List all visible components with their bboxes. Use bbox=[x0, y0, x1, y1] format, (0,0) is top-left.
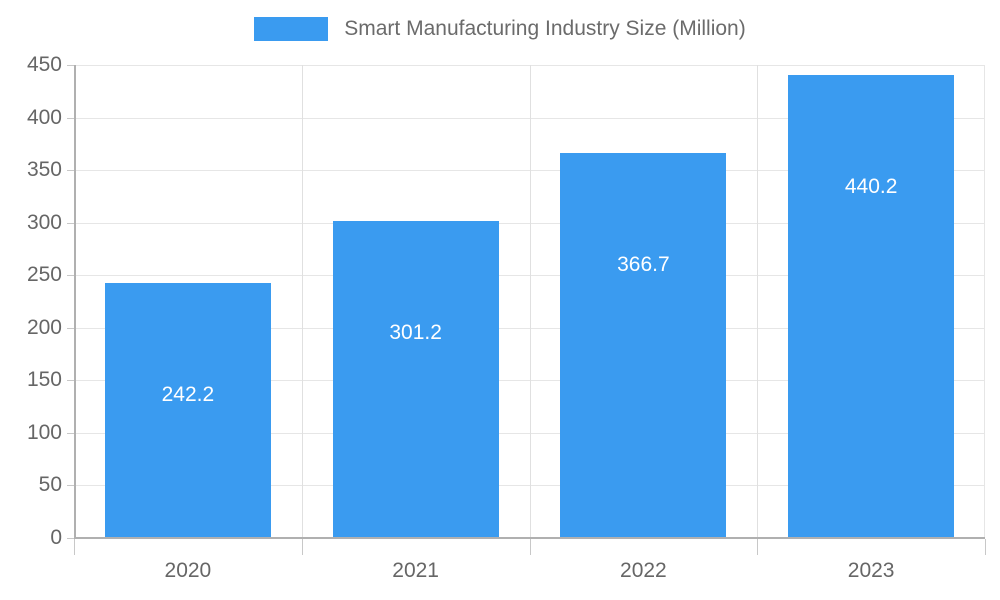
chart-legend: Smart Manufacturing Industry Size (Milli… bbox=[0, 12, 1000, 46]
legend-label: Smart Manufacturing Industry Size (Milli… bbox=[344, 17, 746, 40]
x-axis-line bbox=[74, 537, 985, 539]
bar-2021[interactable] bbox=[332, 221, 499, 538]
y-tick-label: 50 bbox=[38, 473, 62, 497]
bar-value-label-2023: 440.2 bbox=[844, 175, 898, 199]
x-tick-label-2020: 2020 bbox=[164, 559, 212, 582]
x-tick-label-2023: 2023 bbox=[847, 559, 895, 582]
y-tick-mark bbox=[67, 275, 74, 277]
gridline-horizontal bbox=[74, 380, 985, 382]
y-tick-label: 200 bbox=[26, 315, 62, 339]
y-tick-mark bbox=[67, 432, 74, 434]
y-tick-mark bbox=[67, 485, 74, 487]
bar-value-label-2022: 366.7 bbox=[617, 252, 670, 276]
y-tick-mark bbox=[67, 538, 74, 539]
legend-color-swatch-icon bbox=[254, 17, 329, 41]
y-tick-mark bbox=[67, 327, 74, 329]
x-tick-mark bbox=[74, 539, 75, 555]
plot-frame-right bbox=[984, 65, 985, 538]
y-tick-label: 450 bbox=[26, 53, 62, 76]
bar-value-label-2021: 301.2 bbox=[389, 321, 442, 345]
legend-item-smart-manufacturing[interactable]: Smart Manufacturing Industry Size (Milli… bbox=[254, 17, 746, 41]
x-tick-label-2021: 2021 bbox=[392, 559, 439, 582]
gridline-vertical bbox=[302, 65, 303, 538]
gridline-vertical bbox=[757, 65, 758, 538]
gridline-horizontal bbox=[74, 485, 985, 487]
gridline-horizontal bbox=[74, 275, 985, 277]
y-tick-mark bbox=[67, 170, 74, 172]
gridline-horizontal bbox=[74, 170, 985, 172]
y-tick-label: 400 bbox=[26, 105, 62, 129]
gridline-horizontal bbox=[74, 432, 985, 434]
gridline-horizontal bbox=[74, 117, 985, 119]
x-tick-mark bbox=[302, 539, 303, 555]
x-tick-mark bbox=[530, 539, 531, 555]
plot-area: 242.2 301.2 366.7 440.2 bbox=[74, 65, 985, 539]
x-tick-mark bbox=[985, 539, 986, 555]
y-tick-label: 250 bbox=[26, 263, 62, 287]
gridline-horizontal bbox=[74, 222, 985, 224]
y-tick-label: 350 bbox=[26, 158, 62, 182]
bar-2022[interactable] bbox=[560, 152, 727, 538]
bar-2020[interactable] bbox=[104, 283, 271, 538]
y-tick-mark bbox=[67, 380, 74, 382]
y-tick-mark bbox=[67, 222, 74, 224]
gridline-horizontal bbox=[74, 327, 985, 329]
gridline-horizontal bbox=[74, 65, 985, 66]
y-axis-line bbox=[74, 65, 76, 539]
bar-value-label-2020: 242.2 bbox=[161, 383, 215, 407]
y-tick-label: 0 bbox=[50, 526, 62, 549]
y-tick-mark bbox=[67, 65, 74, 66]
y-tick-mark bbox=[67, 117, 74, 119]
y-tick-label: 100 bbox=[26, 420, 62, 444]
y-tick-label: 300 bbox=[26, 210, 62, 234]
gridline-vertical bbox=[530, 65, 531, 538]
bar-2023[interactable] bbox=[788, 75, 955, 538]
y-tick-label: 150 bbox=[26, 368, 62, 392]
x-tick-label-2022: 2022 bbox=[620, 559, 667, 582]
x-tick-mark bbox=[757, 539, 758, 555]
